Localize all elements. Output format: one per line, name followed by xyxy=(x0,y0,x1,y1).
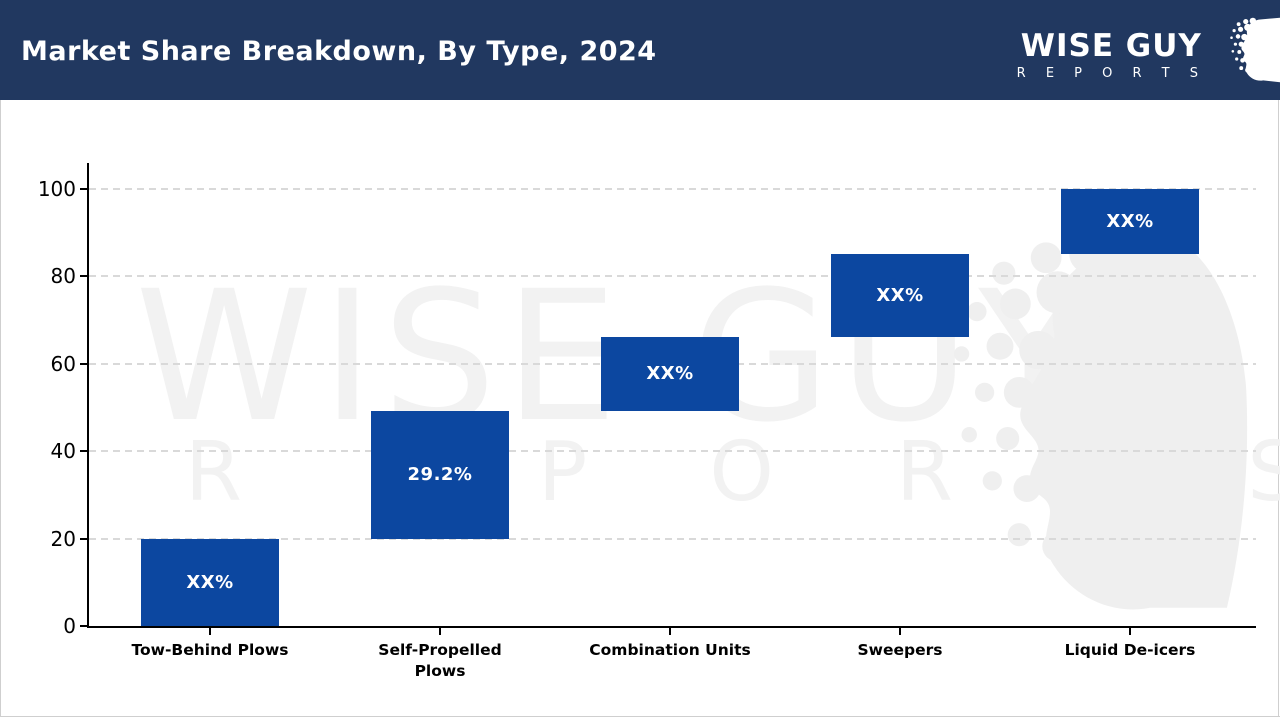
x-tick-1 xyxy=(209,628,211,635)
header-band: Market Share Breakdown, By Type, 2024 WI… xyxy=(0,0,1280,100)
bar-liquid-de-icers: XX% xyxy=(1061,189,1199,255)
y-tick-label-80: 80 xyxy=(50,264,76,289)
chart-area: WISE GUY R E P O R T S 0 20 40 60 80 100 XX% 29… xyxy=(0,100,1280,720)
bar-sweepers: XX% xyxy=(831,254,969,337)
chart-title: Market Share Breakdown, By Type, 2024 xyxy=(21,36,657,67)
x-category-label: Combination Units xyxy=(589,641,751,659)
y-axis-line xyxy=(87,163,89,628)
y-tick-label-20: 20 xyxy=(50,526,76,551)
logo-subtitle: R E P O R T S xyxy=(1016,65,1206,81)
y-tick-80 xyxy=(80,275,87,278)
y-tick-label-40: 40 xyxy=(50,439,76,464)
bar-tow-behind-plows: XX% xyxy=(141,538,279,626)
figure-border-bottom xyxy=(0,716,1280,717)
y-tick-0 xyxy=(80,625,87,627)
y-tick-60 xyxy=(80,362,87,365)
bar-value-label: 29.2% xyxy=(407,464,473,486)
logo-text: WISE GUY R E P O R T S xyxy=(1017,28,1206,81)
x-tick-3 xyxy=(669,628,671,635)
bar-value-label: XX% xyxy=(1106,211,1154,233)
figure-border-right xyxy=(1278,100,1279,717)
gridline-80 xyxy=(89,275,1256,278)
y-tick-20 xyxy=(80,537,87,540)
figure-border-left xyxy=(0,100,1,717)
gridline-20 xyxy=(89,537,1256,540)
gridline-100 xyxy=(89,188,1256,190)
y-tick-40 xyxy=(80,450,87,453)
face-profile-dots-icon xyxy=(1230,17,1280,83)
wise-guy-reports-logo: WISE GUY R E P O R T S xyxy=(1017,8,1280,92)
x-category-label: Liquid De-icers xyxy=(1064,641,1196,659)
bar-combination-units: XX% xyxy=(601,336,739,411)
bar-self-propelled-plows: 29.2% xyxy=(371,410,509,539)
x-category-label: Self-Propelled Plows xyxy=(378,641,502,680)
x-category-label: Tow-Behind Plows xyxy=(131,641,289,659)
y-tick-label-100: 100 xyxy=(37,177,76,201)
y-tick-label-60: 60 xyxy=(50,351,76,376)
logo-wordmark: WISE GUY xyxy=(1020,27,1202,64)
bar-value-label: XX% xyxy=(876,284,924,306)
bar-value-label: XX% xyxy=(646,363,694,385)
x-axis-line xyxy=(87,626,1256,628)
x-tick-4 xyxy=(899,628,901,635)
x-tick-2 xyxy=(439,628,441,635)
y-tick-100 xyxy=(80,188,87,190)
x-category-label: Sweepers xyxy=(857,641,943,659)
gridline-40 xyxy=(89,450,1256,453)
bar-value-label: XX% xyxy=(186,571,234,593)
y-tick-label-0: 0 xyxy=(63,614,76,638)
x-tick-5 xyxy=(1129,628,1131,635)
